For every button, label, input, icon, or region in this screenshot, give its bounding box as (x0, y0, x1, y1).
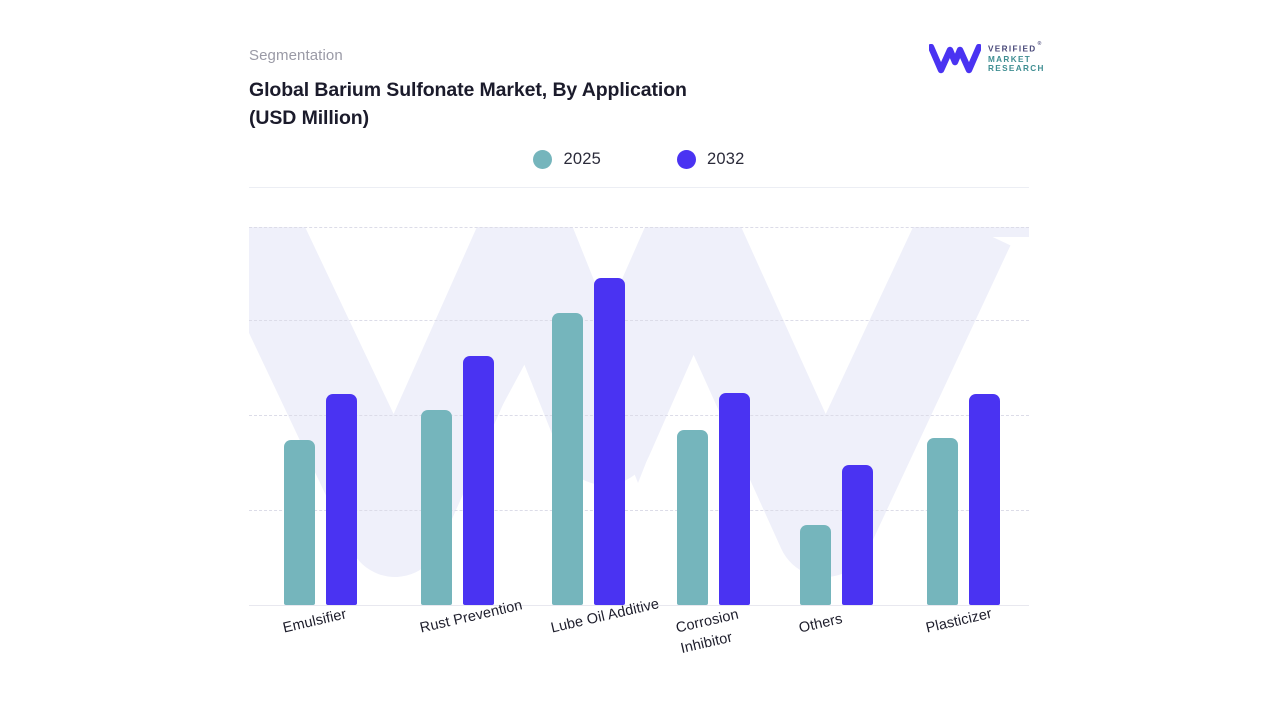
bar-group (677, 227, 750, 605)
gridline-3 (249, 415, 1029, 416)
chart-legend: 2025 2032 (249, 150, 1029, 169)
bar-2032-corrosion-inhibitor[interactable] (719, 393, 750, 605)
vm-monogram-icon (927, 43, 983, 74)
bar-2032-plasticizer[interactable] (969, 394, 1000, 605)
bar-2032-others[interactable] (842, 465, 873, 605)
bar-2032-emulsifier[interactable] (326, 394, 357, 605)
plot-area (249, 227, 1029, 605)
bar-group (927, 227, 1000, 605)
x-axis-category-labels: Emulsifier Rust Prevention Lube Oil Additi… (249, 596, 1029, 705)
circle-icon (533, 150, 553, 169)
chart-title-line-1: Global Barium Sulfonate Market, By Appli… (249, 78, 687, 101)
verified-market-research-logo: VERIFIED® MARKET RESEARCH (927, 41, 1061, 76)
legend-item-2032[interactable]: 2032 (677, 150, 745, 169)
bar-2025-plasticizer[interactable] (927, 437, 958, 605)
bar-2032-rust-prevention[interactable] (463, 355, 494, 605)
gridline-4 (249, 510, 1029, 511)
axis-baseline (249, 605, 1029, 606)
bar-2025-lube-oil-additive[interactable] (552, 313, 583, 605)
bar-2032-lube-oil-additive[interactable] (594, 278, 625, 605)
header-divider (249, 187, 1029, 188)
bar-series-container (249, 227, 1029, 605)
chart-header: Segmentation Global Barium Sulfonate Mar… (249, 46, 1039, 133)
circle-icon (677, 150, 696, 169)
bar-group (421, 227, 494, 605)
bar-2025-rust-prevention[interactable] (421, 410, 452, 605)
bar-2025-corrosion-inhibitor[interactable] (677, 430, 708, 605)
x-label-others: Others (797, 611, 845, 637)
segmentation-label: Segmentation (249, 47, 343, 64)
x-label-plasticizer: Plasticizer (924, 605, 994, 637)
logo-line-verified: VERIFIED® (988, 41, 1043, 55)
bar-group (800, 227, 873, 605)
bar-2025-emulsifier[interactable] (284, 439, 315, 605)
page-title: Global Barium Sulfonate Market, By Appli… (249, 76, 1039, 134)
gridline-2 (249, 320, 1029, 321)
bar-group (552, 227, 625, 605)
x-label-corrosion-inhibitor: Corrosion Inhibitor (674, 606, 741, 657)
legend-label: 2032 (707, 150, 745, 168)
logo-line-research: RESEARCH (988, 64, 1045, 74)
bar-2025-others[interactable] (800, 524, 831, 605)
chart-title-line-2: (USD Million) (249, 107, 370, 130)
legend-label: 2025 (563, 150, 601, 168)
logo-wordmark: VERIFIED® MARKET RESEARCH (988, 41, 1045, 74)
bar-group (284, 227, 357, 605)
legend-item-2025[interactable]: 2025 (533, 150, 601, 169)
gridline-top (249, 227, 1029, 228)
x-label-emulsifier: Emulsifier (281, 606, 349, 637)
logo-line-market: MARKET (988, 54, 1032, 64)
